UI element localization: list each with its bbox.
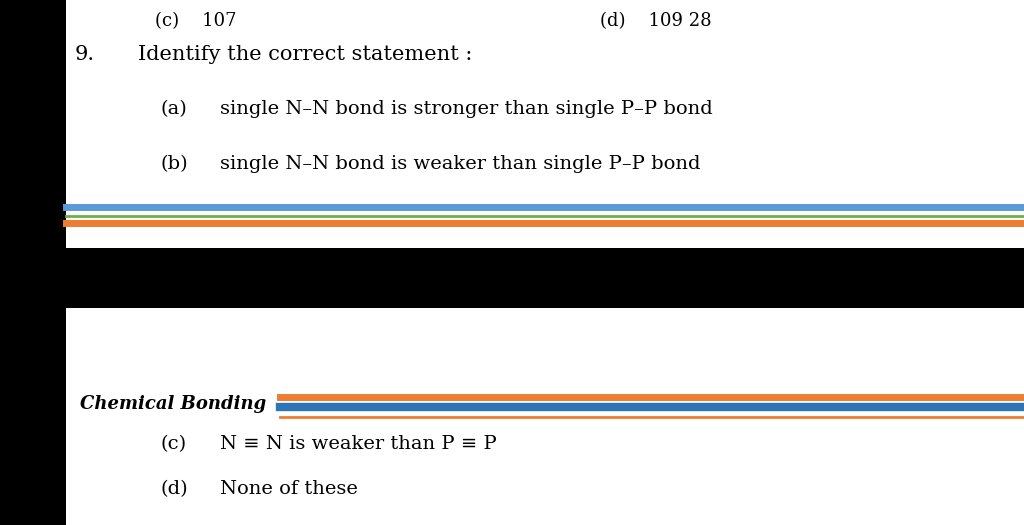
Text: Identify the correct statement :: Identify the correct statement : [138,45,472,64]
Text: single N–N bond is weaker than single P–P bond: single N–N bond is weaker than single P–… [220,155,700,173]
Text: (c): (c) [160,435,186,453]
Text: (d)    109 28: (d) 109 28 [600,12,712,30]
Text: (d): (d) [160,480,187,498]
Text: None of these: None of these [220,480,357,498]
Bar [66,0,1024,248]
Text: (a): (a) [160,100,186,118]
Text: (b): (b) [160,155,187,173]
Text: 9.: 9. [75,45,95,64]
Bar [66,308,1024,525]
Text: N ≡ N is weaker than P ≡ P: N ≡ N is weaker than P ≡ P [220,435,497,453]
Text: single N–N bond is stronger than single P–P bond: single N–N bond is stronger than single … [220,100,713,118]
Text: (c)    107: (c) 107 [155,12,237,30]
Text: Chemical Bonding: Chemical Bonding [80,395,266,413]
